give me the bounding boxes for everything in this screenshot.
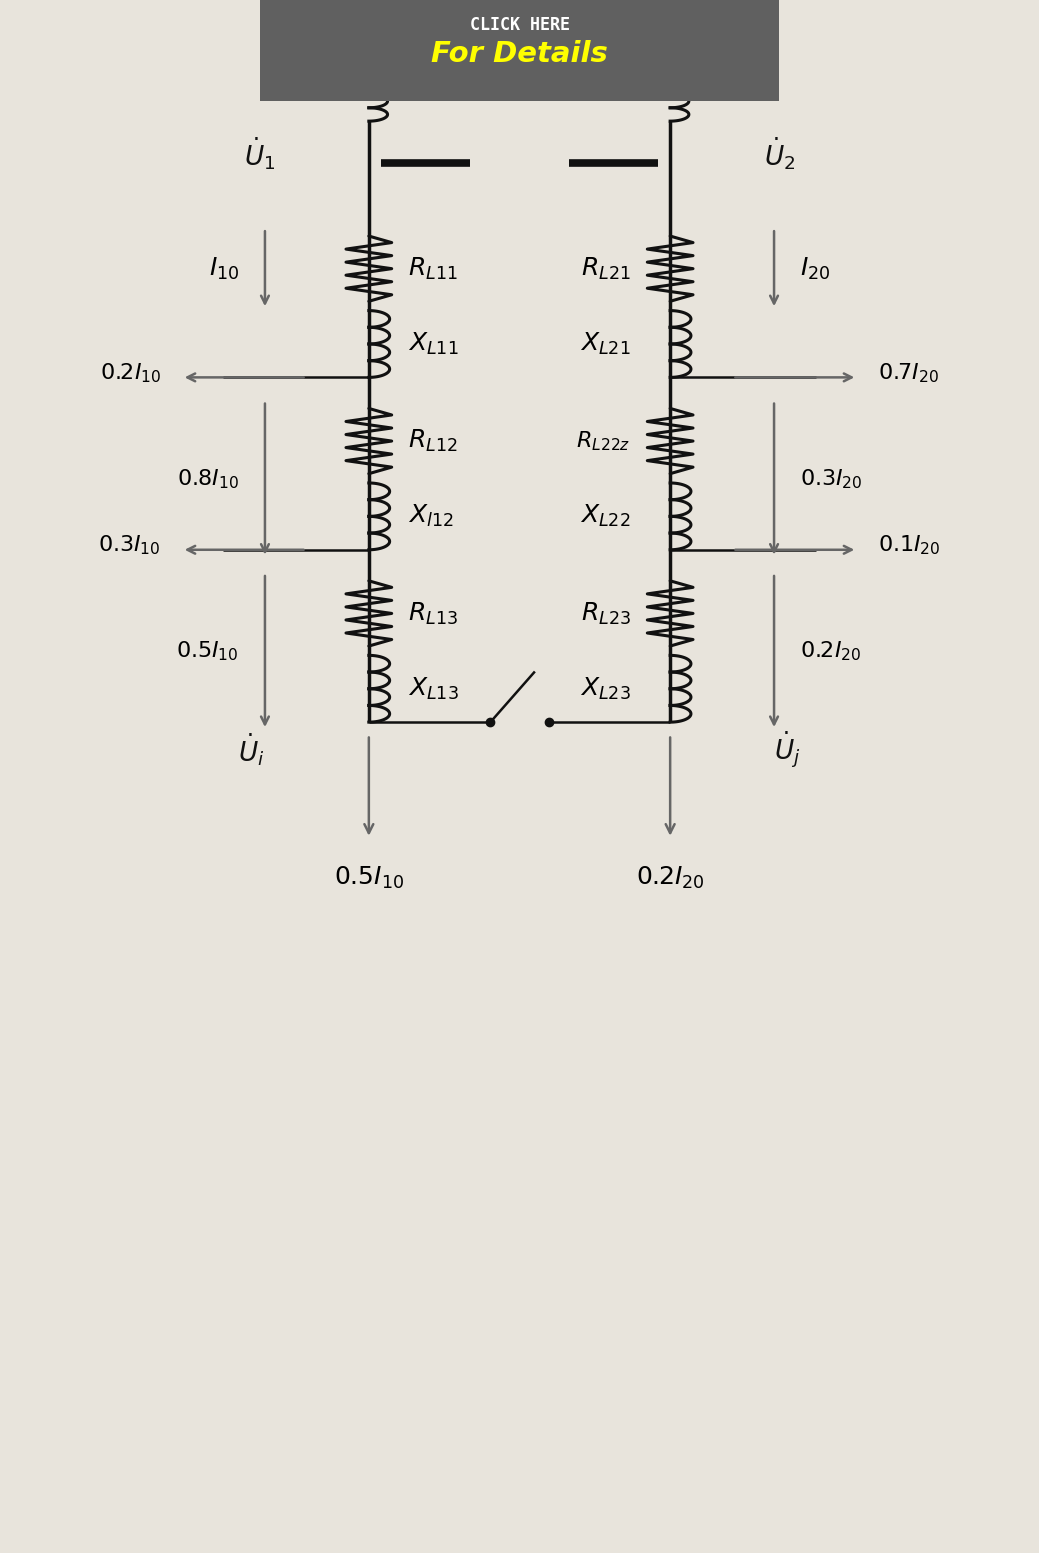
Text: $\dot{U}_i$: $\dot{U}_i$ — [238, 731, 265, 769]
Text: $R_{L13}$: $R_{L13}$ — [408, 601, 458, 626]
Text: $I_{20}$: $I_{20}$ — [800, 256, 830, 281]
Text: $X_{L22}$: $X_{L22}$ — [580, 503, 631, 530]
FancyBboxPatch shape — [260, 70, 779, 101]
Text: $0.5I_{10}$: $0.5I_{10}$ — [334, 865, 404, 890]
Text: $0.3I_{20}$: $0.3I_{20}$ — [800, 467, 862, 491]
Text: $X_{L11}$: $X_{L11}$ — [408, 331, 459, 357]
Text: $R_{L21}$: $R_{L21}$ — [581, 256, 631, 281]
Text: $\dot{U}_2$: $\dot{U}_2$ — [764, 135, 795, 172]
Text: $X_{T2}$: $X_{T2}$ — [727, 57, 770, 87]
Text: $0.1I_{20}$: $0.1I_{20}$ — [878, 533, 940, 558]
Text: $0.2I_{20}$: $0.2I_{20}$ — [800, 640, 861, 663]
Text: $0.5I_{10}$: $0.5I_{10}$ — [177, 640, 239, 663]
Text: $X_{l12}$: $X_{l12}$ — [408, 503, 454, 530]
Text: CLICK HERE: CLICK HERE — [470, 16, 569, 34]
Text: $X_{L21}$: $X_{L21}$ — [580, 331, 631, 357]
Text: $\dot{U}_1$: $\dot{U}_1$ — [244, 135, 275, 172]
Text: For Details: For Details — [431, 40, 608, 68]
Text: $X_{L13}$: $X_{L13}$ — [408, 676, 459, 702]
Text: $I_{10}$: $I_{10}$ — [209, 256, 239, 281]
Text: $X_{L23}$: $X_{L23}$ — [580, 676, 631, 702]
Text: $R_{L12}$: $R_{L12}$ — [408, 429, 458, 453]
Text: $0.8I_{10}$: $0.8I_{10}$ — [177, 467, 239, 491]
Text: $\dot{U}_j$: $\dot{U}_j$ — [774, 730, 801, 770]
Text: $R_{L22z}$: $R_{L22z}$ — [577, 429, 631, 453]
Text: $X_{T1}$: $X_{T1}$ — [269, 57, 312, 87]
Text: $0.2I_{20}$: $0.2I_{20}$ — [636, 865, 704, 890]
Text: $0.7I_{20}$: $0.7I_{20}$ — [878, 360, 939, 385]
Text: $R_{L11}$: $R_{L11}$ — [408, 256, 458, 281]
Text: $R_{L23}$: $R_{L23}$ — [581, 601, 631, 626]
Text: $0.2I_{10}$: $0.2I_{10}$ — [100, 360, 161, 385]
Text: $0.3I_{10}$: $0.3I_{10}$ — [99, 533, 161, 558]
FancyBboxPatch shape — [260, 0, 779, 70]
